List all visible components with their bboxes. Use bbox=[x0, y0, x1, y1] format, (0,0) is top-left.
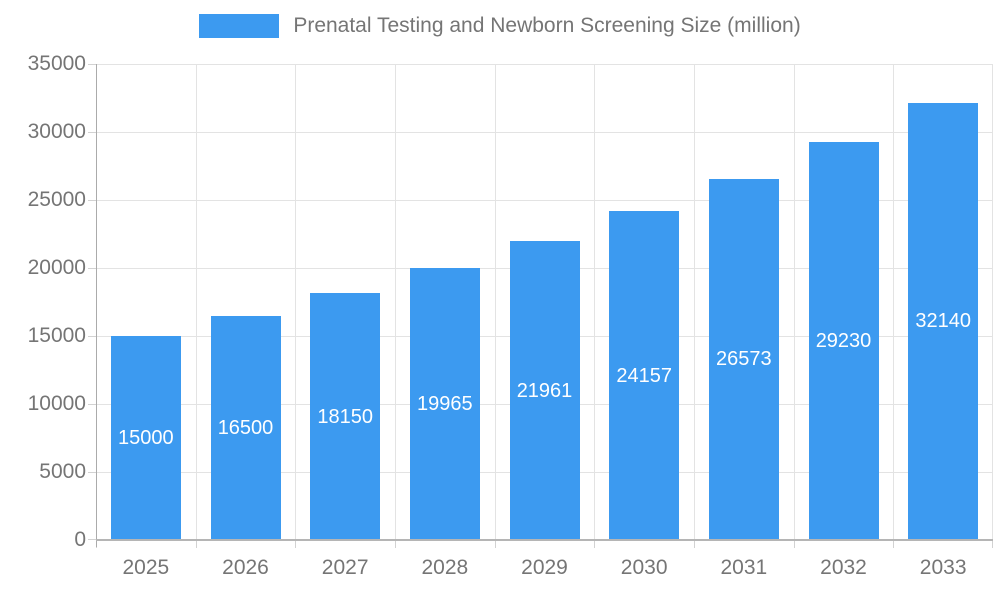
v-gridline bbox=[395, 64, 396, 540]
legend-swatch[interactable] bbox=[199, 14, 280, 38]
legend-label[interactable]: Prenatal Testing and Newborn Screening S… bbox=[293, 14, 801, 37]
y-axis-label: 20000 bbox=[27, 256, 86, 279]
y-axis-tick bbox=[88, 404, 96, 405]
v-gridline bbox=[794, 64, 795, 540]
bar-2025: 15000 bbox=[110, 336, 181, 540]
x-axis-tick bbox=[594, 541, 595, 548]
bar-2030: 24157 bbox=[609, 211, 680, 540]
bar-2029: 21961 bbox=[509, 241, 580, 540]
v-gridline bbox=[694, 64, 695, 540]
y-axis-label: 25000 bbox=[27, 188, 86, 211]
y-axis-label: 0 bbox=[74, 528, 86, 551]
bar-value-label: 15000 bbox=[118, 427, 174, 449]
v-gridline bbox=[196, 64, 197, 540]
x-axis-tick bbox=[694, 541, 695, 548]
x-axis-tick bbox=[196, 541, 197, 548]
bar-value-label: 29230 bbox=[815, 330, 872, 353]
x-axis-label: 2025 bbox=[122, 556, 170, 579]
y-axis-label: 5000 bbox=[39, 460, 86, 483]
v-gridline bbox=[495, 64, 496, 540]
y-axis-tick bbox=[88, 539, 96, 540]
y-axis-label: 15000 bbox=[27, 324, 86, 347]
v-gridline bbox=[594, 64, 595, 540]
bar-value-label: 21961 bbox=[516, 379, 573, 402]
bar-2028: 19965 bbox=[409, 268, 480, 540]
x-axis-tick bbox=[495, 541, 496, 548]
h-gridline bbox=[96, 64, 993, 65]
x-axis-label: 2027 bbox=[321, 556, 369, 579]
x-axis-label: 2031 bbox=[720, 556, 768, 579]
x-axis-line bbox=[96, 539, 993, 541]
bar-value-label: 18150 bbox=[317, 405, 373, 428]
y-axis-label: 30000 bbox=[27, 120, 86, 143]
y-axis-tick bbox=[88, 268, 96, 269]
v-gridline bbox=[893, 64, 894, 540]
y-axis-tick bbox=[88, 64, 96, 65]
x-axis-tick bbox=[395, 541, 396, 548]
y-axis-tick bbox=[88, 132, 96, 133]
bar-2033: 32140 bbox=[908, 102, 979, 540]
x-axis-tick bbox=[794, 541, 795, 548]
bar-2032: 29230 bbox=[808, 142, 879, 540]
v-gridline bbox=[992, 64, 993, 540]
x-axis-label: 2029 bbox=[521, 556, 568, 579]
x-axis-tick bbox=[992, 541, 993, 548]
h-gridline bbox=[96, 132, 993, 133]
bar-2027: 18150 bbox=[310, 293, 381, 540]
y-axis-label: 10000 bbox=[27, 392, 86, 415]
y-axis-tick bbox=[88, 472, 96, 473]
y-axis-tick bbox=[88, 336, 96, 337]
bar-value-label: 26573 bbox=[716, 348, 772, 371]
x-axis-tick bbox=[893, 541, 894, 548]
x-axis-tick bbox=[295, 541, 296, 548]
v-gridline bbox=[295, 64, 296, 540]
y-axis-line bbox=[96, 64, 97, 547]
bar-value-label: 24157 bbox=[616, 364, 672, 387]
bar-value-label: 19965 bbox=[417, 393, 473, 416]
y-axis-tick bbox=[88, 200, 96, 201]
y-axis-label: 35000 bbox=[27, 52, 86, 75]
x-axis-label: 2033 bbox=[919, 556, 967, 579]
legend[interactable]: Prenatal Testing and Newborn Screening S… bbox=[0, 14, 1000, 38]
bar-2031: 26573 bbox=[708, 178, 779, 540]
x-axis-label: 2030 bbox=[620, 556, 668, 579]
bar-value-label: 32140 bbox=[915, 310, 971, 333]
bar-2026: 16500 bbox=[210, 315, 281, 540]
bar-value-label: 16500 bbox=[217, 416, 274, 439]
plot-area: 0 5000 10000 15000 20000 25000 30000 35000 15000… bbox=[28, 52, 993, 579]
x-axis-label: 2026 bbox=[222, 556, 269, 579]
x-axis-label: 2032 bbox=[820, 556, 867, 579]
h-gridline bbox=[96, 200, 993, 201]
x-axis-label: 2028 bbox=[421, 556, 469, 579]
